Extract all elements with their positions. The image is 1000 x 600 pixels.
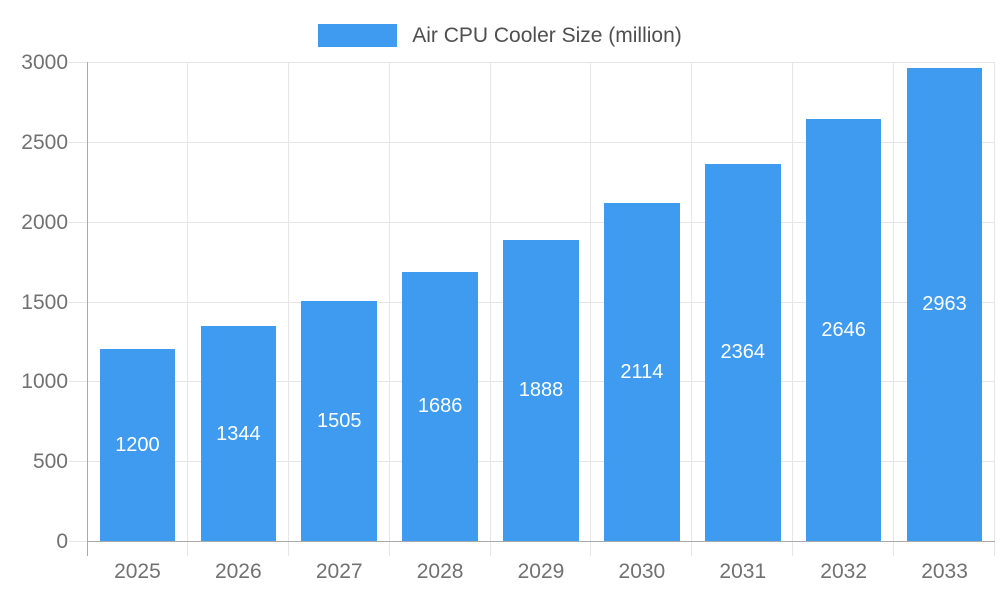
bar-value-label-2033: 2963: [922, 293, 967, 316]
bar-value-label-2026: 1344: [216, 422, 261, 445]
y-tick-label-2000: 2000: [21, 210, 68, 234]
x-tick-label-2031: 2031: [719, 560, 767, 583]
bar-value-label-2028: 1686: [417, 395, 463, 418]
v-gridline-7: [792, 62, 794, 556]
v-gridline-2: [287, 62, 289, 556]
x-tick-label-2025: 2025: [114, 560, 161, 583]
y-tick-label-1000: 1000: [21, 370, 68, 394]
x-tick-label-2026: 2026: [214, 560, 262, 583]
v-gridline-6: [691, 62, 693, 556]
bar-2033: 2963: [906, 67, 983, 541]
x-tick-label-2030: 2030: [618, 560, 666, 583]
x-tick-label-2032: 2032: [820, 560, 868, 583]
y-tick-mark-0: [69, 541, 87, 542]
h-gridline-2500: [87, 141, 995, 143]
bar-2027: 1505: [301, 300, 378, 541]
v-gridline-9: [994, 62, 995, 556]
y-tick-mark-1000: [69, 381, 87, 383]
bar-value-label-2031: 2364: [720, 341, 766, 364]
y-tick-mark-2000: [69, 221, 87, 223]
x-tick-label-2033: 2033: [921, 560, 968, 583]
h-gridline-2000: [87, 221, 995, 223]
y-tick-mark-1500: [69, 301, 87, 303]
bar-2030: 2114: [604, 203, 680, 541]
bar-2025: 1200: [99, 349, 176, 541]
v-gridline-5: [590, 62, 592, 556]
v-gridline-4: [489, 62, 491, 556]
x-tick-label-2027: 2027: [315, 560, 363, 583]
y-tick-mark-500: [69, 461, 87, 463]
bar-2031: 2364: [704, 163, 781, 541]
bar-2029: 1888: [503, 239, 579, 541]
x-tick-label-2029: 2029: [517, 560, 565, 583]
y-tick-mark-3000: [69, 62, 87, 63]
bar-2028: 1686: [402, 271, 478, 541]
x-tick-label-2028: 2028: [416, 560, 464, 583]
plot-area: 1200 1344 1505 1686 1888 2114 2364 2646 2963: [87, 62, 995, 556]
bar-value-label-2029: 1888: [518, 379, 564, 402]
bar-value-label-2032: 2646: [821, 318, 866, 341]
h-gridline-3000: [87, 62, 995, 63]
x-axis-line: [87, 541, 995, 542]
bar-2026: 1344: [200, 326, 277, 541]
legend: Air CPU Cooler Size (million): [0, 18, 1000, 52]
legend-swatch: [318, 23, 398, 47]
y-tick-mark-2500: [69, 141, 87, 143]
bar-value-label-2025: 1200: [115, 434, 160, 457]
bar-value-label-2030: 2114: [620, 361, 664, 384]
y-tick-label-3000: 3000: [21, 51, 68, 74]
y-tick-label-0: 0: [56, 530, 68, 553]
v-gridline-3: [388, 62, 390, 556]
y-tick-label-1500: 1500: [21, 290, 68, 314]
y-tick-label-2500: 2500: [21, 130, 68, 154]
y-axis-line: [87, 62, 88, 556]
y-tick-label-500: 500: [32, 450, 68, 474]
bar-value-label-2027: 1505: [316, 409, 362, 432]
bar-2032: 2646: [805, 118, 882, 541]
v-gridline-8: [893, 62, 895, 556]
v-gridline-1: [186, 62, 188, 556]
legend-label: Air CPU Cooler Size (million): [412, 23, 682, 47]
